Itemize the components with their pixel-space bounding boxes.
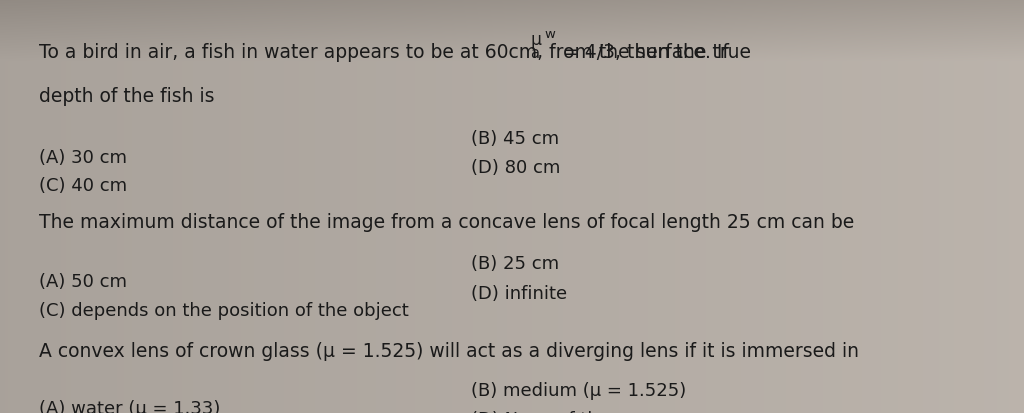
Text: (D) 80 cm: (D) 80 cm xyxy=(471,159,560,177)
Text: a: a xyxy=(530,45,539,60)
Text: (D) None of these: (D) None of these xyxy=(471,410,631,413)
Text: (A) 30 cm: (A) 30 cm xyxy=(39,149,127,166)
Text: (C) 40 cm: (C) 40 cm xyxy=(39,177,127,195)
Text: depth of the fish is: depth of the fish is xyxy=(39,87,214,106)
Text: (B) 45 cm: (B) 45 cm xyxy=(471,130,559,148)
Text: The maximum distance of the image from a concave lens of focal length 25 cm can : The maximum distance of the image from a… xyxy=(39,213,854,232)
Text: (C) depends on the position of the object: (C) depends on the position of the objec… xyxy=(39,301,409,319)
Text: (D) infinite: (D) infinite xyxy=(471,284,567,302)
Text: A convex lens of crown glass (μ = 1.525) will act as a diverging lens if it is i: A convex lens of crown glass (μ = 1.525)… xyxy=(39,341,859,360)
Text: w: w xyxy=(545,28,555,40)
Text: (A) water (μ = 1.33): (A) water (μ = 1.33) xyxy=(39,399,220,413)
Text: To a bird in air, a fish in water appears to be at 60cm, from the surface. If: To a bird in air, a fish in water appear… xyxy=(39,43,735,62)
Text: (A) 50 cm: (A) 50 cm xyxy=(39,273,127,290)
Text: = 4/3, then the true: = 4/3, then the true xyxy=(557,43,751,62)
Text: (B) medium (μ = 1.525): (B) medium (μ = 1.525) xyxy=(471,381,686,399)
Text: μ: μ xyxy=(530,31,541,49)
Text: (B) 25 cm: (B) 25 cm xyxy=(471,254,559,272)
